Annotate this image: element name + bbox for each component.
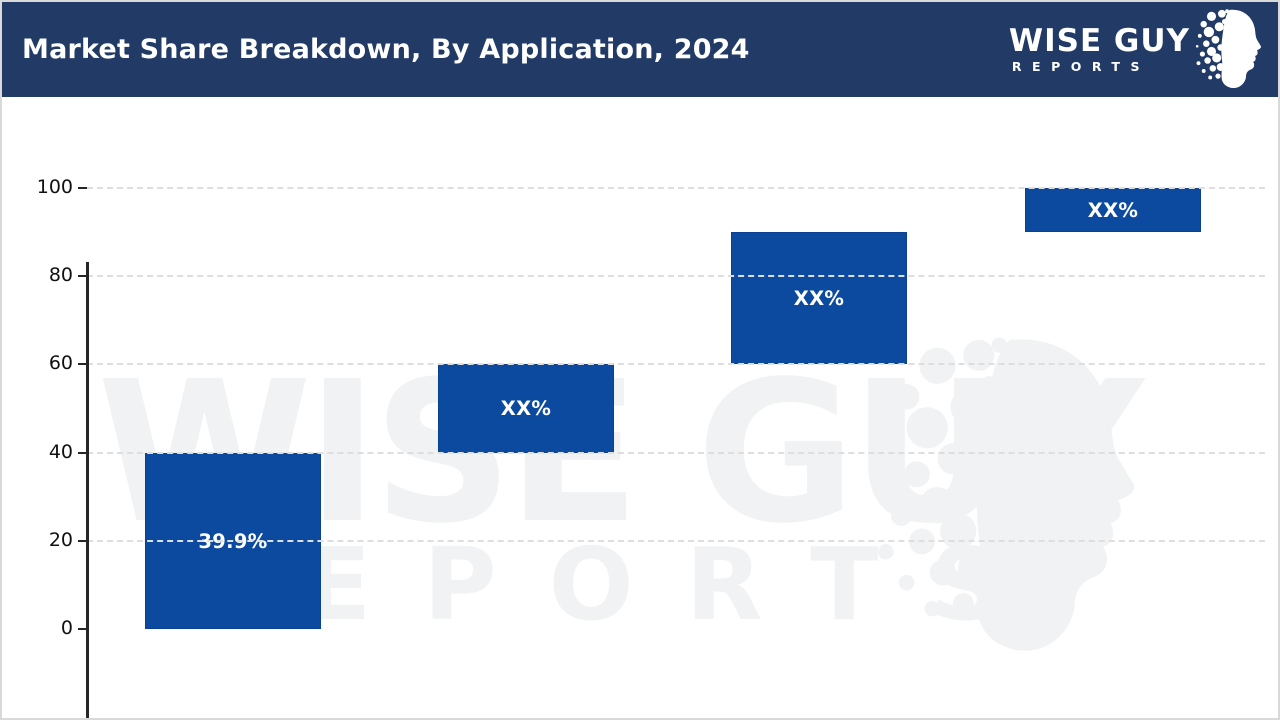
y-tick-mark: [78, 628, 87, 630]
y-tick-mark: [78, 363, 87, 366]
bar-value-label: XX%: [793, 286, 845, 310]
logo-wordmark: WISE GUY: [1008, 22, 1190, 59]
wiseguy-logo-text: WISE GUY REPORTS: [1008, 22, 1190, 74]
y-axis-line: [86, 262, 89, 718]
y-tick-mark: [78, 539, 87, 542]
gridline-20: [87, 539, 1265, 542]
y-tick-mark: [78, 275, 87, 278]
gridline-100: [87, 187, 1265, 189]
y-tick-label: 100: [36, 176, 73, 198]
y-tick-label: 60: [48, 352, 73, 375]
y-tick-label: 40: [48, 440, 73, 463]
wiseguy-face-logo-icon: [1195, 9, 1262, 89]
bar-2: XX%: [438, 364, 614, 453]
page-title: Market Share Breakdown, By Application, …: [22, 34, 750, 65]
bar-4: XX%: [1025, 188, 1201, 233]
gridline-80: [87, 275, 1265, 278]
gridline-60: [87, 363, 1265, 366]
y-tick-label: 0: [60, 617, 73, 639]
wiseguy-logo: WISE GUY REPORTS: [1009, 7, 1278, 92]
wiseguy-face-watermark: [875, 337, 1135, 651]
bar-value-label: XX%: [500, 396, 552, 420]
y-tick-label: 20: [48, 528, 73, 551]
bar-3: XX%: [731, 232, 907, 365]
y-tick-label: 80: [48, 264, 73, 287]
logo-subtitle: REPORTS: [1011, 58, 1150, 74]
gridline-40: [87, 451, 1265, 454]
header-bar: Market Share Breakdown, By Application, …: [2, 2, 1278, 97]
bar-value-label: XX%: [1087, 198, 1139, 222]
y-tick-mark: [78, 451, 87, 454]
chart-plot-area: WISE GUY REPORTS 02040608010039.9%Solar …: [2, 97, 1278, 718]
y-tick-mark: [78, 187, 87, 189]
